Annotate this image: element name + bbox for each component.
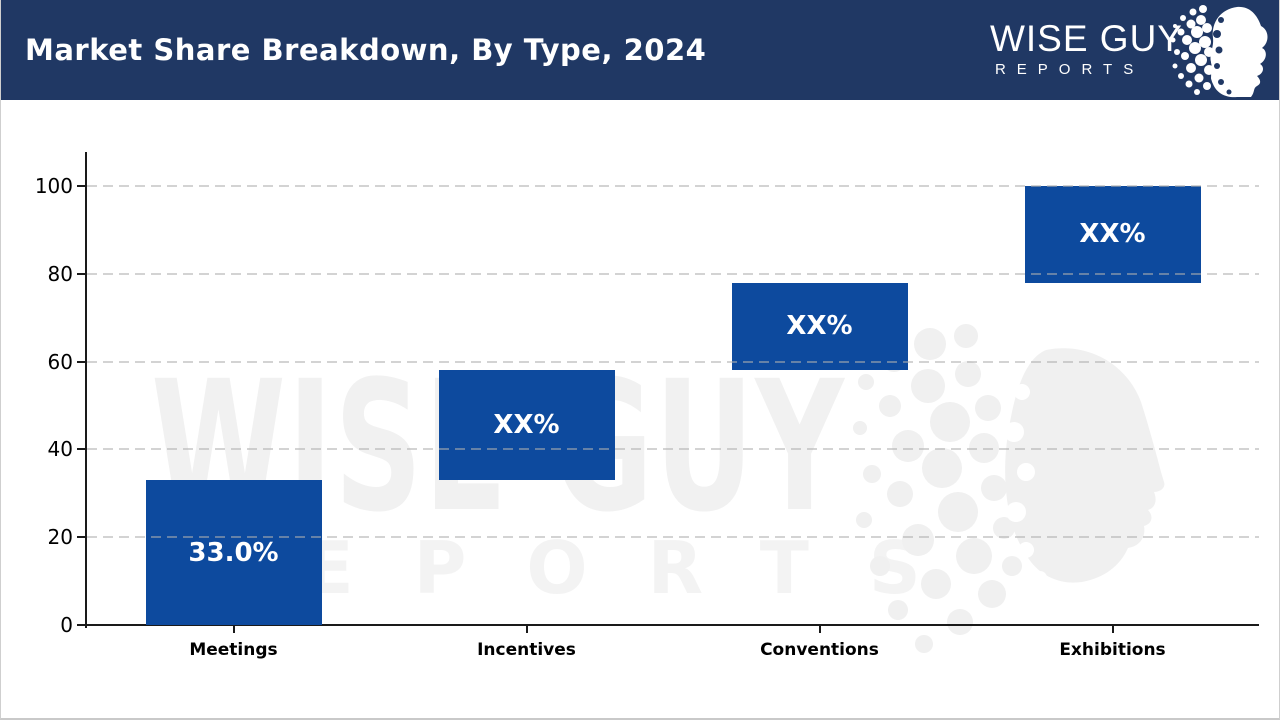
y-tick-mark — [77, 272, 85, 275]
bar-label: XX% — [1079, 219, 1146, 250]
page-title: Market Share Breakdown, By Type, 2024 — [25, 33, 707, 67]
gridline-y60 — [87, 360, 1259, 363]
gridline-y80 — [87, 272, 1259, 275]
gridline-y40 — [87, 448, 1259, 451]
bar-label: 33.0% — [188, 537, 279, 568]
plot: 0 20 40 60 80 100 33.0% Meetings XX% Incentives XX… — [1, 100, 1279, 718]
bar-exhibitions — [1024, 186, 1201, 283]
bar-label: XX% — [786, 311, 853, 342]
wiseguy-logo: WISE GUY REPORTS — [990, 4, 1279, 98]
y-tick-mark — [77, 448, 85, 451]
y-tick-mark — [77, 624, 85, 626]
y-tick-label: 40 — [47, 437, 73, 462]
x-axis-line — [85, 624, 1259, 626]
gridline-y100 — [87, 185, 1259, 187]
logo-subtitle: REPORTS — [994, 61, 1145, 78]
x-category-label: Conventions — [760, 640, 879, 660]
x-category-label: Meetings — [189, 640, 278, 660]
logo-text: WISE GUY REPORTS — [990, 20, 1183, 78]
bar-label: XX% — [493, 410, 560, 441]
logo-head-icon — [1170, 5, 1268, 98]
y-tick-mark — [77, 185, 85, 187]
x-tick-mark — [818, 626, 821, 633]
y-tick-label: 60 — [47, 349, 73, 374]
y-tick-mark — [77, 360, 85, 363]
x-tick-mark — [232, 626, 235, 633]
header: Market Share Breakdown, By Type, 2024 WI… — [1, 0, 1279, 100]
x-category-label: Incentives — [477, 640, 576, 660]
y-tick-label: 20 — [47, 525, 73, 550]
gridline-y20 — [87, 536, 1259, 539]
bar-conventions — [731, 282, 908, 371]
logo-wordmark: WISE GUY — [989, 18, 1183, 59]
bar-incentives — [438, 370, 615, 481]
y-tick-label: 80 — [47, 261, 73, 286]
y-axis-line — [85, 152, 87, 628]
watermark-head-icon — [853, 324, 1165, 653]
bar-meetings — [145, 480, 322, 625]
x-tick-mark — [525, 626, 528, 633]
y-tick-label: 0 — [60, 613, 73, 637]
y-tick-mark — [77, 536, 85, 539]
x-tick-mark — [1111, 626, 1114, 633]
y-tick-label: 100 — [34, 174, 73, 198]
x-category-label: Exhibitions — [1059, 640, 1166, 660]
